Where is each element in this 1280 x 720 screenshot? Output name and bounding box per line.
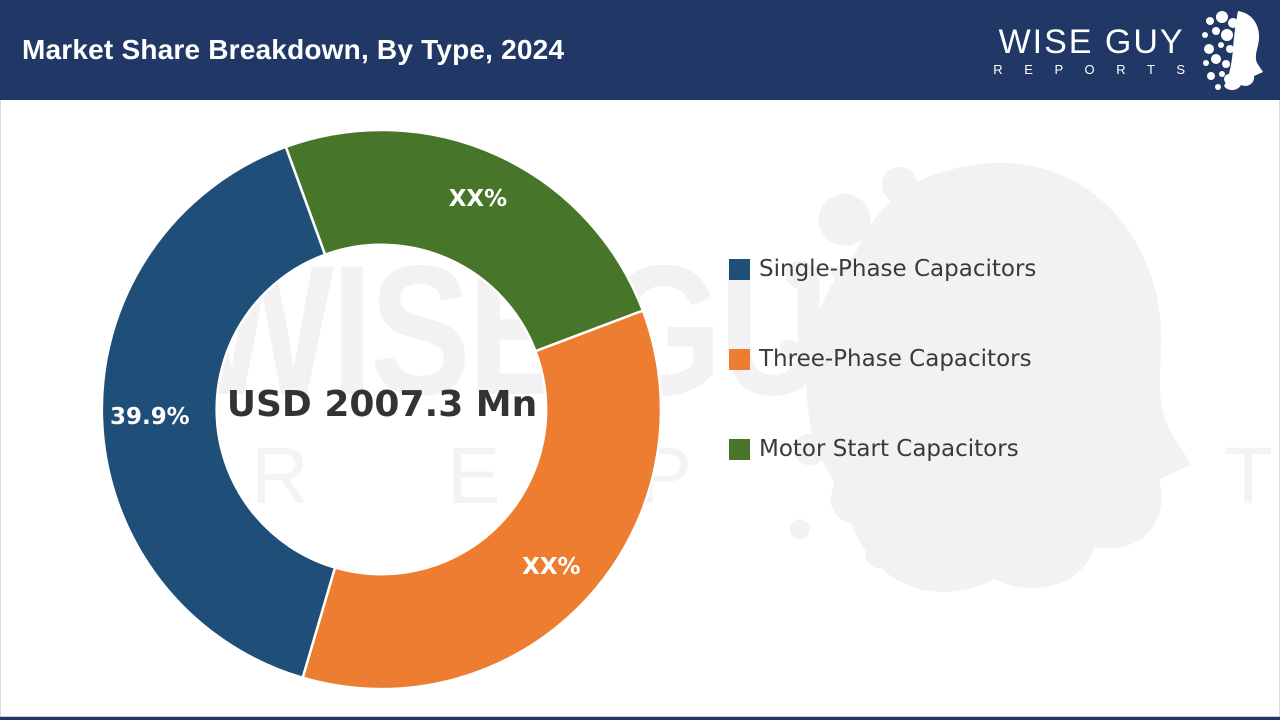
- legend-label: Motor Start Capacitors: [759, 436, 1019, 462]
- legend-label: Three-Phase Capacitors: [759, 346, 1032, 372]
- slice-label-motor-start-capacitors: XX%: [449, 186, 507, 212]
- footer-bar: [0, 717, 1280, 720]
- slice-label-single-phase-capacitors: 39.9%: [110, 404, 190, 430]
- page-title: Market Share Breakdown, By Type, 2024: [22, 34, 565, 65]
- brand-subtitle: R E P O R T S: [993, 62, 1194, 77]
- legend: Single-Phase Capacitors Three-Phase Capac…: [729, 256, 1036, 526]
- donut-chart: XX% XX% 39.9%: [100, 128, 663, 691]
- logo-face-icon: [1202, 11, 1263, 91]
- legend-item-single-phase-capacitors: Single-Phase Capacitors: [729, 256, 1036, 282]
- slice-label-three-phase-capacitors: XX%: [522, 554, 580, 580]
- legend-item-three-phase-capacitors: Three-Phase Capacitors: [729, 346, 1036, 372]
- brand-name: WISE GUY: [998, 23, 1185, 61]
- legend-swatch-icon: [729, 438, 750, 460]
- legend-swatch-icon: [729, 258, 750, 280]
- legend-item-motor-start-capacitors: Motor Start Capacitors: [729, 436, 1036, 462]
- legend-label: Single-Phase Capacitors: [759, 256, 1037, 282]
- donut-slice-single-phase-capacitors: [100, 145, 337, 679]
- donut-slice-motor-start-capacitors: [284, 128, 645, 353]
- center-value-label: USD 2007.3 Mn: [226, 384, 538, 425]
- donut-slice-three-phase-capacitors: [301, 309, 663, 691]
- brand-logo-text: WISE GUY R E P O R T S: [989, 24, 1194, 78]
- footer-divider: [0, 716, 1280, 717]
- legend-swatch-icon: [729, 348, 750, 370]
- header: Market Share Breakdown, By Type, 2024 WI…: [0, 0, 1280, 100]
- brand-logo: WISE GUY R E P O R T S: [989, 8, 1264, 94]
- chart-area: WISE GUY R E P O R T S XX%XX%39.9% USD 2…: [0, 100, 1280, 716]
